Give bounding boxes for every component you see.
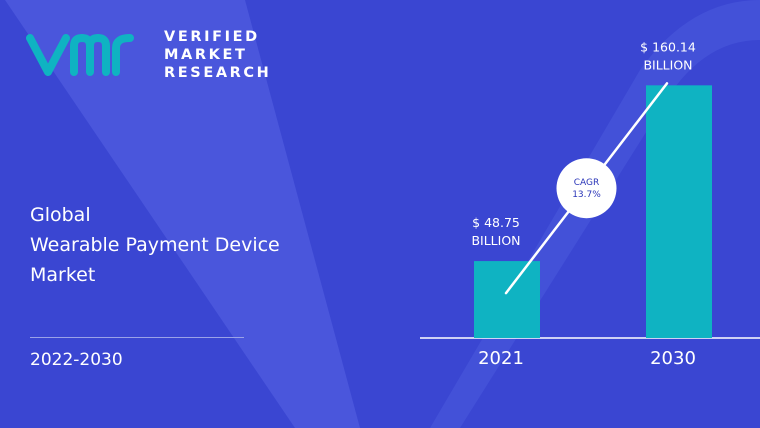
- data-label: BILLION: [471, 233, 520, 248]
- title-line-3: Market: [30, 264, 96, 286]
- logo-word-1: VERIFIED: [164, 29, 260, 45]
- logo-word-2: MARKET: [164, 47, 248, 63]
- x-tick-label: 2021: [478, 348, 524, 369]
- data-label: $ 48.75: [472, 215, 520, 230]
- data-label: $ 160.14: [640, 39, 696, 54]
- x-tick-label: 2030: [650, 348, 696, 369]
- cagr-value: 13.7%: [572, 190, 601, 200]
- vmr-logo-icon: [26, 33, 134, 76]
- logo-word-3: RESEARCH: [164, 65, 272, 81]
- cagr-badge: [556, 158, 617, 219]
- title-line-2: Wearable Payment Device: [30, 234, 280, 256]
- cagr-label: CAGR: [574, 178, 600, 188]
- title-divider: [30, 337, 244, 338]
- forecast-period: 2022-2030: [30, 350, 123, 370]
- bar-2030: [646, 85, 712, 339]
- data-label: BILLION: [643, 57, 692, 72]
- title-line-1: Global: [30, 204, 91, 226]
- brand-logo: VERIFIED MARKET RESEARCH: [26, 28, 269, 80]
- bar-2021: [474, 261, 540, 338]
- page-title: Global Wearable Payment Device Market: [30, 200, 280, 290]
